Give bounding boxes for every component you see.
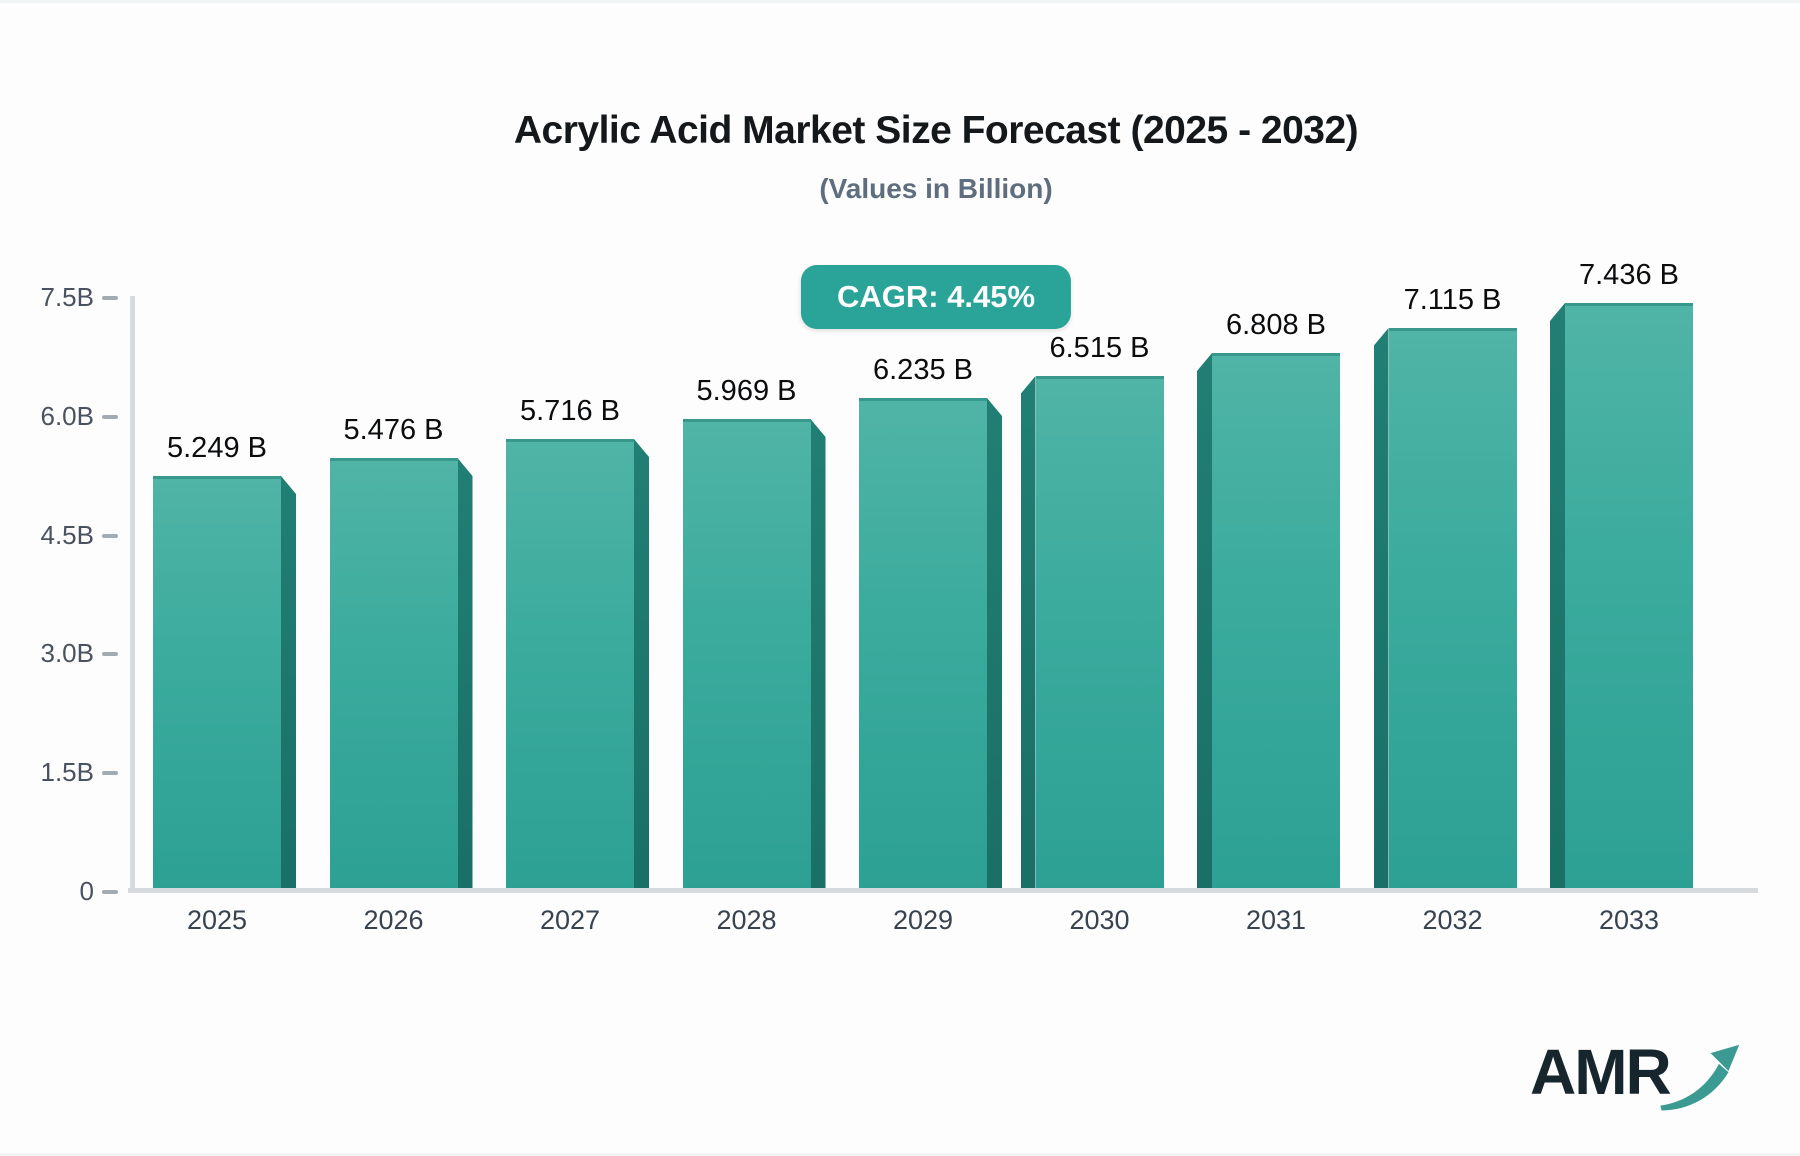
y-axis-line [130,296,135,892]
y-axis-tick-mark [102,652,118,657]
bar-value-label: 5.716 B [520,395,620,427]
bar-side-face [810,419,826,892]
x-axis-label: 2032 [1422,905,1483,935]
bar-side-face [987,398,1002,892]
x-axis-line [128,888,1758,893]
y-axis-tick-label: 6.0B [40,400,95,431]
bar-side-face [281,476,296,892]
y-axis-tick-label: 0 [79,876,94,906]
bar-2026 [329,458,458,892]
cagr-badge: CAGR: 4.45% [800,265,1072,329]
chart-title: Acrylic Acid Market Size Forecast (2025 … [513,109,1359,152]
bar-2028 [682,419,811,892]
x-axis-label: 2033 [1598,905,1660,935]
bar-value-label: 7.436 B [1579,259,1679,291]
bar-2029 [859,398,987,892]
bar-side-face [1550,303,1565,892]
y-axis-tick-mark [102,414,118,419]
bar-value-label: 6.235 B [873,354,973,386]
y-axis-tick-mark [102,771,118,776]
bar-side-face [1197,353,1212,892]
bar-2032 [1388,328,1517,892]
bar-value-label: 6.515 B [1049,332,1150,364]
bar-side-face [634,439,649,892]
bar-value-label: 7.115 B [1403,284,1502,316]
bar-2030 [1035,376,1164,892]
x-axis-label: 2027 [539,905,601,935]
x-axis-label: 2031 [1245,905,1307,935]
amr-logo: AMR [1530,1035,1770,1119]
chart-subtitle: (Values in Billion) [819,173,1053,204]
bar-value-label: 6.808 B [1226,309,1326,341]
bar-2027 [506,439,634,892]
bar-side-face [1020,376,1036,892]
bar-2025 [153,476,281,892]
bar-2031 [1212,353,1340,892]
x-axis-label: 2026 [363,905,424,935]
x-axis-label: 2025 [186,905,248,935]
bar-value-label: 5.969 B [696,375,797,407]
y-axis-tick-label: 3.0B [40,638,95,669]
bar-value-label: 5.249 B [167,432,267,464]
bar-side-face [457,458,473,892]
logo-arrow-icon [1660,1044,1740,1111]
bar-2033 [1565,303,1693,892]
x-axis-label: 2029 [892,905,954,935]
x-axis-label: 2030 [1069,905,1130,935]
bar-value-label: 5.476 B [343,414,444,446]
y-axis-tick-mark [102,296,118,300]
amr-logo-text: AMR [1530,1036,1672,1108]
y-axis-tick-label: 1.5B [40,757,95,788]
y-axis-tick-label: 4.5B [40,519,95,550]
y-axis-tick-mark [102,890,118,894]
bar-side-face [1373,328,1389,892]
y-axis-tick-mark [102,533,118,538]
x-axis-label: 2028 [716,905,777,935]
y-axis-tick-label: 7.5B [40,282,95,312]
